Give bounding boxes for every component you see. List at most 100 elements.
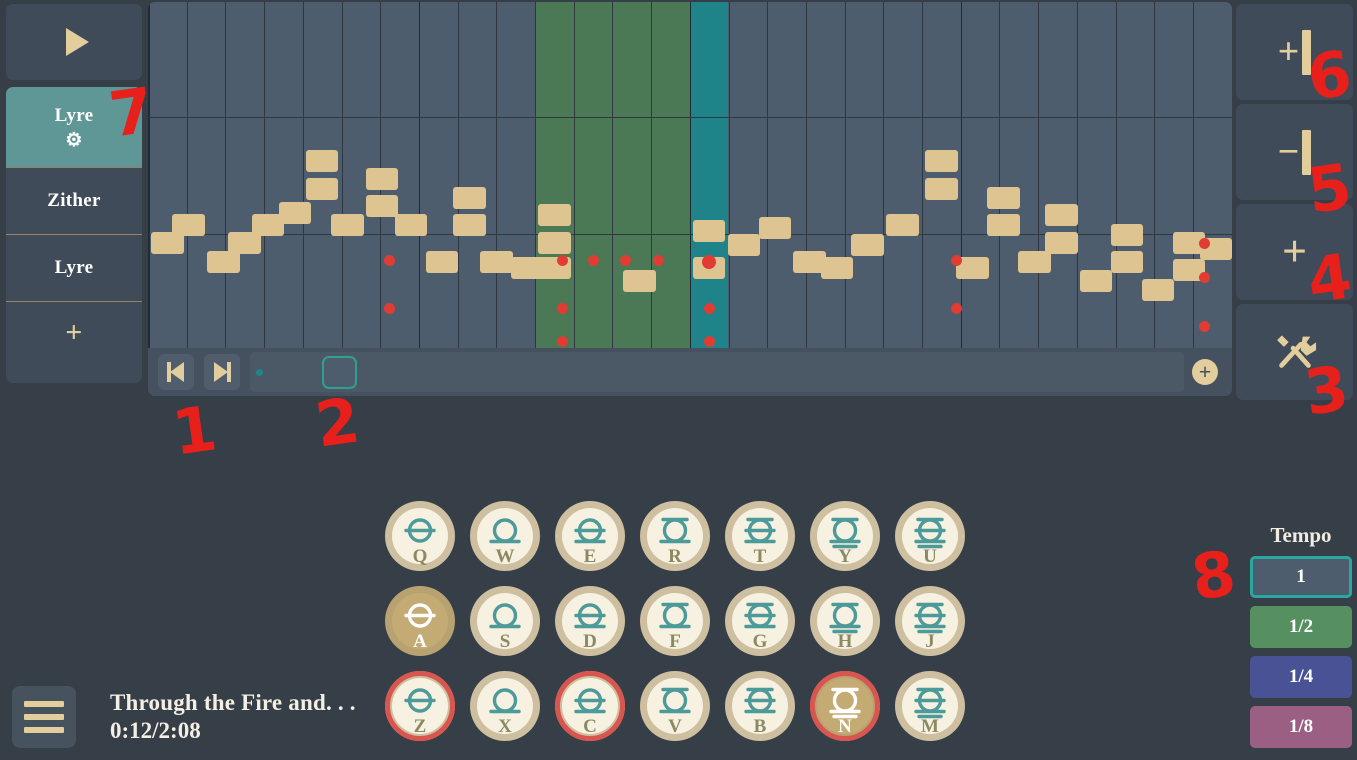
- key-x[interactable]: X: [470, 671, 540, 741]
- note-block[interactable]: [1110, 224, 1144, 246]
- note-block[interactable]: [365, 168, 399, 190]
- selected-column[interactable]: [651, 2, 690, 348]
- key-n[interactable]: N: [810, 671, 880, 741]
- key-q[interactable]: Q: [385, 501, 455, 571]
- note-block[interactable]: [1017, 251, 1051, 273]
- note-marker-dot[interactable]: [384, 255, 396, 266]
- timeline-scrollbar[interactable]: [250, 352, 1184, 392]
- tools-button[interactable]: [1236, 304, 1353, 400]
- note-block[interactable]: [1079, 270, 1113, 292]
- note-block[interactable]: [394, 214, 428, 236]
- key-z[interactable]: Z: [385, 671, 455, 741]
- gear-icon[interactable]: ⚙: [65, 129, 83, 151]
- add-note-button[interactable]: +: [1236, 204, 1353, 300]
- menu-button[interactable]: [12, 686, 76, 748]
- tempo-option-1-4[interactable]: 1/4: [1250, 656, 1352, 698]
- note-block[interactable]: [886, 214, 919, 236]
- key-e[interactable]: E: [555, 501, 625, 571]
- zoom-add-button[interactable]: +: [1192, 359, 1218, 385]
- note-block[interactable]: [1044, 204, 1078, 226]
- note-block[interactable]: [538, 204, 571, 226]
- note-marker-dot[interactable]: [556, 255, 568, 266]
- note-block[interactable]: [251, 214, 285, 236]
- note-block[interactable]: [1172, 232, 1206, 254]
- note-block[interactable]: [305, 150, 339, 172]
- note-marker-dot[interactable]: [587, 255, 599, 266]
- note-block[interactable]: [1141, 279, 1175, 301]
- note-marker-dot[interactable]: [556, 336, 568, 347]
- key-j[interactable]: J: [895, 586, 965, 656]
- note-block[interactable]: [425, 251, 459, 273]
- add-bar-button[interactable]: +: [1236, 4, 1353, 100]
- note-marker-dot[interactable]: [653, 255, 665, 266]
- note-block[interactable]: [623, 270, 656, 292]
- note-block[interactable]: [207, 251, 240, 273]
- skip-to-start-button[interactable]: [158, 354, 194, 390]
- note-marker-dot[interactable]: [951, 255, 963, 266]
- selected-column[interactable]: [535, 2, 574, 348]
- note-block[interactable]: [1044, 232, 1078, 254]
- key-b[interactable]: B: [725, 671, 795, 741]
- remove-bar-button[interactable]: −: [1236, 104, 1353, 200]
- note-block[interactable]: [793, 251, 827, 273]
- skip-to-end-button[interactable]: [204, 354, 240, 390]
- note-block[interactable]: [452, 187, 486, 209]
- scrollbar-thumb[interactable]: [322, 356, 357, 389]
- note-block[interactable]: [1172, 259, 1206, 281]
- note-marker-dot[interactable]: [703, 336, 715, 347]
- selected-column[interactable]: [573, 2, 613, 348]
- key-g[interactable]: G: [725, 586, 795, 656]
- note-block[interactable]: [305, 178, 339, 200]
- note-block[interactable]: [151, 232, 184, 254]
- tempo-option-1[interactable]: 1: [1250, 556, 1352, 598]
- note-block[interactable]: [955, 257, 989, 279]
- note-block[interactable]: [479, 251, 513, 273]
- note-marker-dot[interactable]: [556, 303, 568, 314]
- key-s[interactable]: S: [470, 586, 540, 656]
- note-block[interactable]: [172, 214, 205, 236]
- key-v[interactable]: V: [640, 671, 710, 741]
- key-d[interactable]: D: [555, 586, 625, 656]
- note-block[interactable]: [538, 232, 571, 254]
- note-block[interactable]: [986, 187, 1020, 209]
- note-marker-dot[interactable]: [1199, 321, 1210, 332]
- note-block[interactable]: [1110, 251, 1144, 273]
- note-block[interactable]: [365, 195, 399, 217]
- note-block[interactable]: [692, 220, 726, 242]
- note-marker-dot[interactable]: [384, 303, 396, 314]
- note-block[interactable]: [925, 150, 958, 172]
- note-block[interactable]: [758, 217, 792, 239]
- note-grid[interactable]: [148, 2, 1232, 348]
- note-block[interactable]: [727, 234, 761, 256]
- note-block[interactable]: [452, 214, 486, 236]
- add-instrument-button[interactable]: +: [65, 316, 83, 349]
- note-block[interactable]: [986, 214, 1020, 236]
- tempo-option-1-8[interactable]: 1/8: [1250, 706, 1352, 748]
- key-t[interactable]: T: [725, 501, 795, 571]
- note-marker-dot[interactable]: [1199, 272, 1210, 283]
- note-block[interactable]: [510, 257, 544, 279]
- note-block[interactable]: [925, 178, 958, 200]
- key-c[interactable]: C: [555, 671, 625, 741]
- note-marker-dot[interactable]: [703, 303, 715, 314]
- key-h[interactable]: H: [810, 586, 880, 656]
- tempo-option-1-2[interactable]: 1/2: [1250, 606, 1352, 648]
- key-m[interactable]: M: [895, 671, 965, 741]
- key-u[interactable]: U: [895, 501, 965, 571]
- note-block[interactable]: [820, 257, 854, 279]
- note-marker-dot[interactable]: [951, 303, 963, 314]
- note-block[interactable]: [278, 202, 312, 224]
- key-f[interactable]: F: [640, 586, 710, 656]
- key-r[interactable]: R: [640, 501, 710, 571]
- note-block[interactable]: [228, 232, 262, 254]
- key-a[interactable]: A: [385, 586, 455, 656]
- note-marker-dot[interactable]: [1199, 238, 1210, 249]
- note-block[interactable]: [330, 214, 364, 236]
- selected-column[interactable]: [612, 2, 652, 348]
- instrument-item-lyre-2[interactable]: Lyre: [6, 235, 142, 302]
- playhead-column[interactable]: [689, 2, 729, 348]
- key-y[interactable]: Y: [810, 501, 880, 571]
- key-w[interactable]: W: [470, 501, 540, 571]
- note-marker-dot[interactable]: [702, 255, 717, 269]
- play-button[interactable]: [6, 4, 142, 80]
